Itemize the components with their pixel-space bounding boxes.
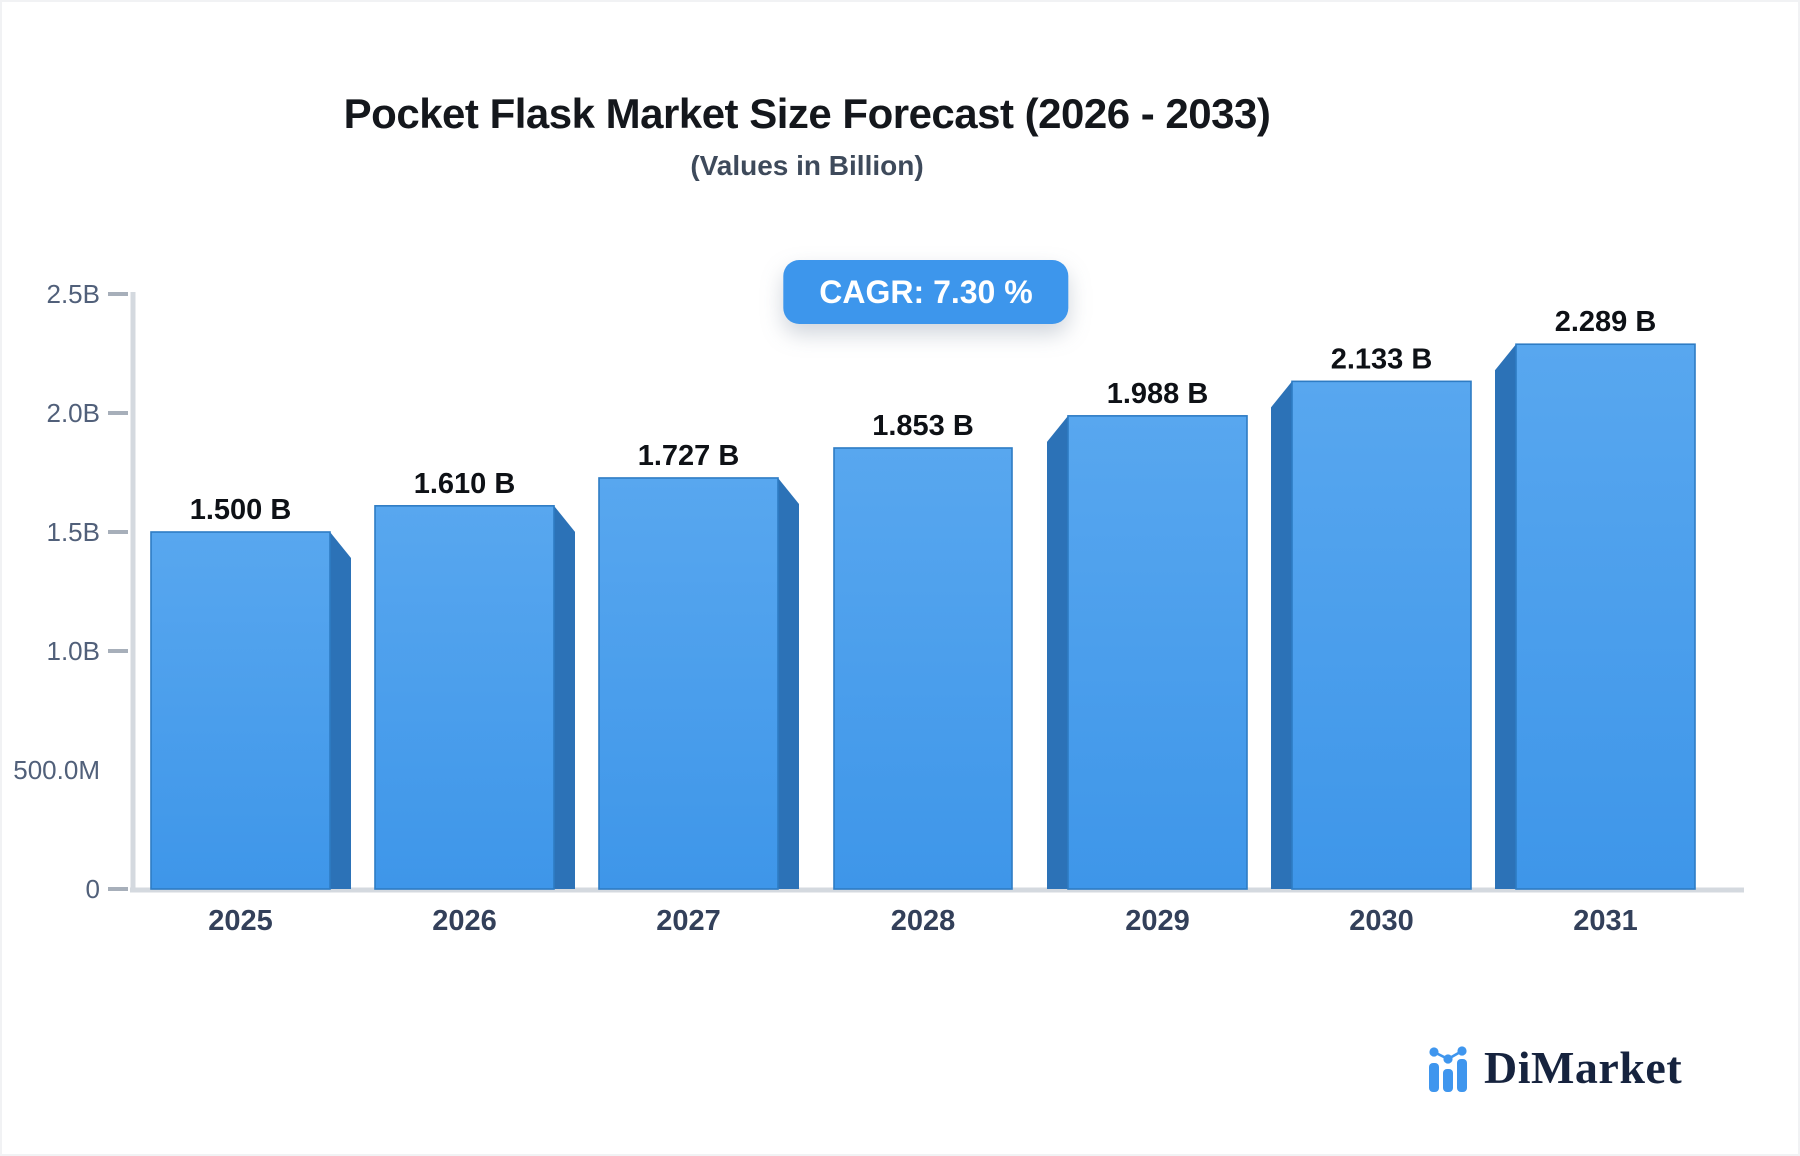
x-tick-label: 2027	[656, 905, 721, 937]
bar-3d-side	[1271, 381, 1292, 889]
bar-3d-side	[1495, 344, 1516, 889]
bar-value-label: 2.289 B	[1555, 306, 1657, 338]
bar-2029	[1067, 415, 1248, 890]
bar-value-label: 1.610 B	[414, 468, 516, 500]
y-tick-label: 1.5B	[47, 517, 101, 547]
cagr-badge: CAGR: 7.30 %	[783, 260, 1069, 324]
bar-value-label: 1.853 B	[872, 410, 974, 442]
bar-value-label: 1.500 B	[190, 494, 292, 526]
bar-2026	[374, 505, 555, 890]
x-tick-label: 2025	[208, 905, 273, 937]
y-tick-label: 2.0B	[47, 398, 101, 428]
x-tick-label: 2029	[1125, 905, 1190, 937]
y-tick-label: 1.0B	[47, 636, 101, 666]
bar-2025	[150, 531, 331, 890]
chart-title: Pocket Flask Market Size Forecast (2026 …	[343, 90, 1271, 137]
y-tick-label: 2.5B	[47, 279, 101, 309]
bar-3d-side	[1047, 415, 1068, 889]
x-tick-label: 2031	[1573, 905, 1638, 937]
x-tick-label: 2028	[891, 905, 956, 937]
bar-2027	[598, 477, 779, 890]
bar-2031	[1515, 343, 1696, 890]
dimarket-logo[interactable]: DiMarket	[1426, 1042, 1682, 1092]
bar-value-label: 1.727 B	[638, 440, 740, 472]
y-tick-label: 500.0M	[13, 755, 100, 785]
bar-3d-side	[554, 505, 575, 889]
bar-value-label: 1.988 B	[1107, 378, 1209, 410]
dimarket-logo-text: DiMarket	[1484, 1042, 1683, 1093]
x-tick-label: 2030	[1349, 905, 1414, 937]
bar-2028	[833, 447, 1013, 890]
x-tick-label: 2026	[432, 905, 497, 937]
chart-header: Pocket Flask Market Size Forecast (2026 …	[2, 90, 1612, 182]
bar-3d-side	[778, 477, 799, 889]
dimarket-logo-icon	[1429, 1046, 1467, 1092]
bar-2030	[1291, 380, 1472, 890]
bar-value-label: 2.133 B	[1331, 343, 1433, 375]
y-tick-label: 0	[86, 874, 100, 904]
chart-subtitle: (Values in Billion)	[690, 150, 924, 181]
bar-3d-side	[330, 532, 351, 889]
